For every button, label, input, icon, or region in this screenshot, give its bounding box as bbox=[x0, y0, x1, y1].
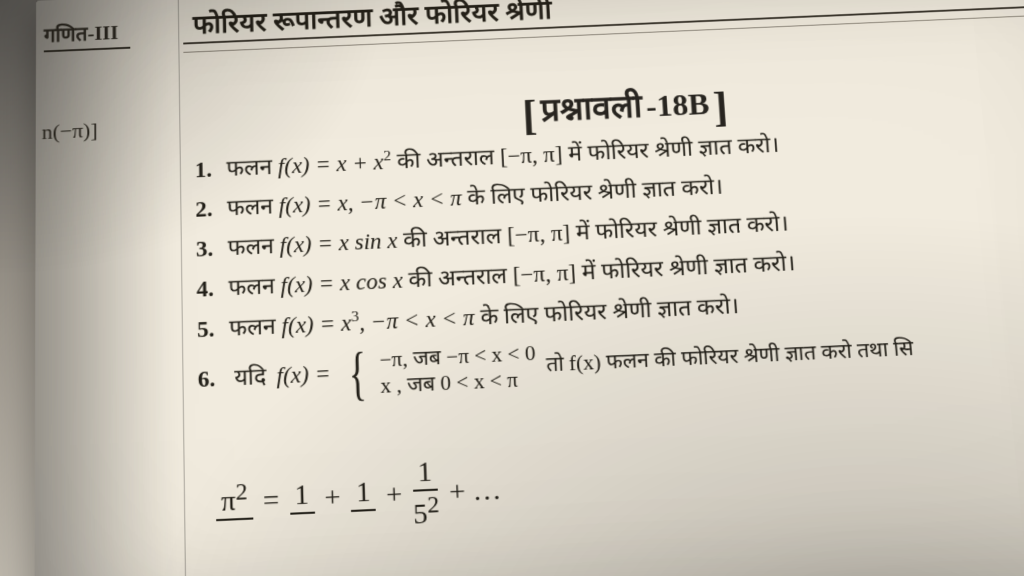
question-set-label: प्रश्नावली bbox=[540, 89, 643, 128]
bracket-right-icon: ] bbox=[712, 84, 730, 131]
series-equation: π2 = 1 + 1 + 152 + … bbox=[215, 455, 502, 539]
brace-left-icon: { bbox=[348, 357, 367, 391]
margin-label-ganit: गणित-III bbox=[44, 19, 130, 52]
question-set-id: -18B bbox=[645, 86, 710, 123]
piecewise-block: −π, जब −π < x < 0 x , जब 0 < x < π bbox=[379, 340, 537, 399]
margin-label-ganit-text: गणित-III bbox=[44, 21, 119, 47]
bracket-left-icon: [ bbox=[521, 92, 538, 139]
margin-fragment: n(−π)] bbox=[42, 118, 98, 145]
question-list: 1. फलन f(x) = x + x2 की अन्तराल [−π, π] … bbox=[195, 114, 1024, 408]
series-lhs: π2 bbox=[216, 481, 254, 525]
